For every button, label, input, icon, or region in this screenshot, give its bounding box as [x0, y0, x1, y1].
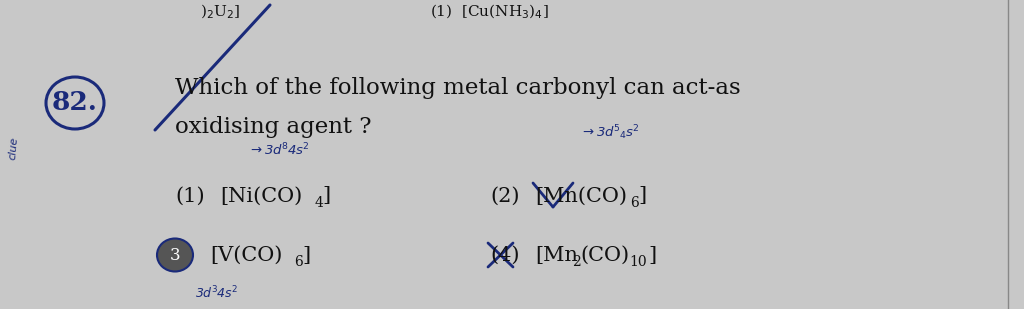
- Text: ]: ]: [648, 245, 656, 265]
- Text: $\rightarrow$3d$^8$4s$^2$: $\rightarrow$3d$^8$4s$^2$: [248, 142, 310, 158]
- Text: 10: 10: [629, 255, 646, 269]
- Text: )$_2$U$_2$]: )$_2$U$_2$]: [200, 3, 241, 21]
- Text: [Ni(CO): [Ni(CO): [220, 187, 302, 205]
- Text: 82.: 82.: [52, 91, 98, 116]
- Text: (2): (2): [490, 187, 519, 205]
- Text: 4: 4: [315, 196, 324, 210]
- Text: ]: ]: [302, 245, 310, 265]
- Text: 3: 3: [170, 247, 180, 264]
- Text: clue: clue: [8, 136, 20, 160]
- Ellipse shape: [157, 239, 193, 272]
- Text: (CO): (CO): [580, 245, 629, 265]
- Text: 3d$^3$4s$^2$: 3d$^3$4s$^2$: [195, 285, 239, 301]
- Text: ]: ]: [322, 187, 330, 205]
- Text: 6: 6: [294, 255, 303, 269]
- Text: (4): (4): [490, 245, 519, 265]
- Text: $\rightarrow$3d$^5$$_4$s$^2$: $\rightarrow$3d$^5$$_4$s$^2$: [580, 124, 640, 142]
- Text: oxidising agent ?: oxidising agent ?: [175, 116, 372, 138]
- Text: 2: 2: [572, 255, 581, 269]
- Text: (1)  [Cu(NH$_3$)$_4$]: (1) [Cu(NH$_3$)$_4$]: [430, 3, 549, 21]
- Text: Which of the following metal carbonyl can act-as: Which of the following metal carbonyl ca…: [175, 77, 740, 99]
- Text: [Mn(CO): [Mn(CO): [535, 187, 627, 205]
- Text: (1): (1): [175, 187, 205, 205]
- Text: ]: ]: [638, 187, 646, 205]
- Text: [V(CO): [V(CO): [210, 245, 283, 265]
- Text: 6: 6: [630, 196, 639, 210]
- Text: [Mn: [Mn: [535, 245, 578, 265]
